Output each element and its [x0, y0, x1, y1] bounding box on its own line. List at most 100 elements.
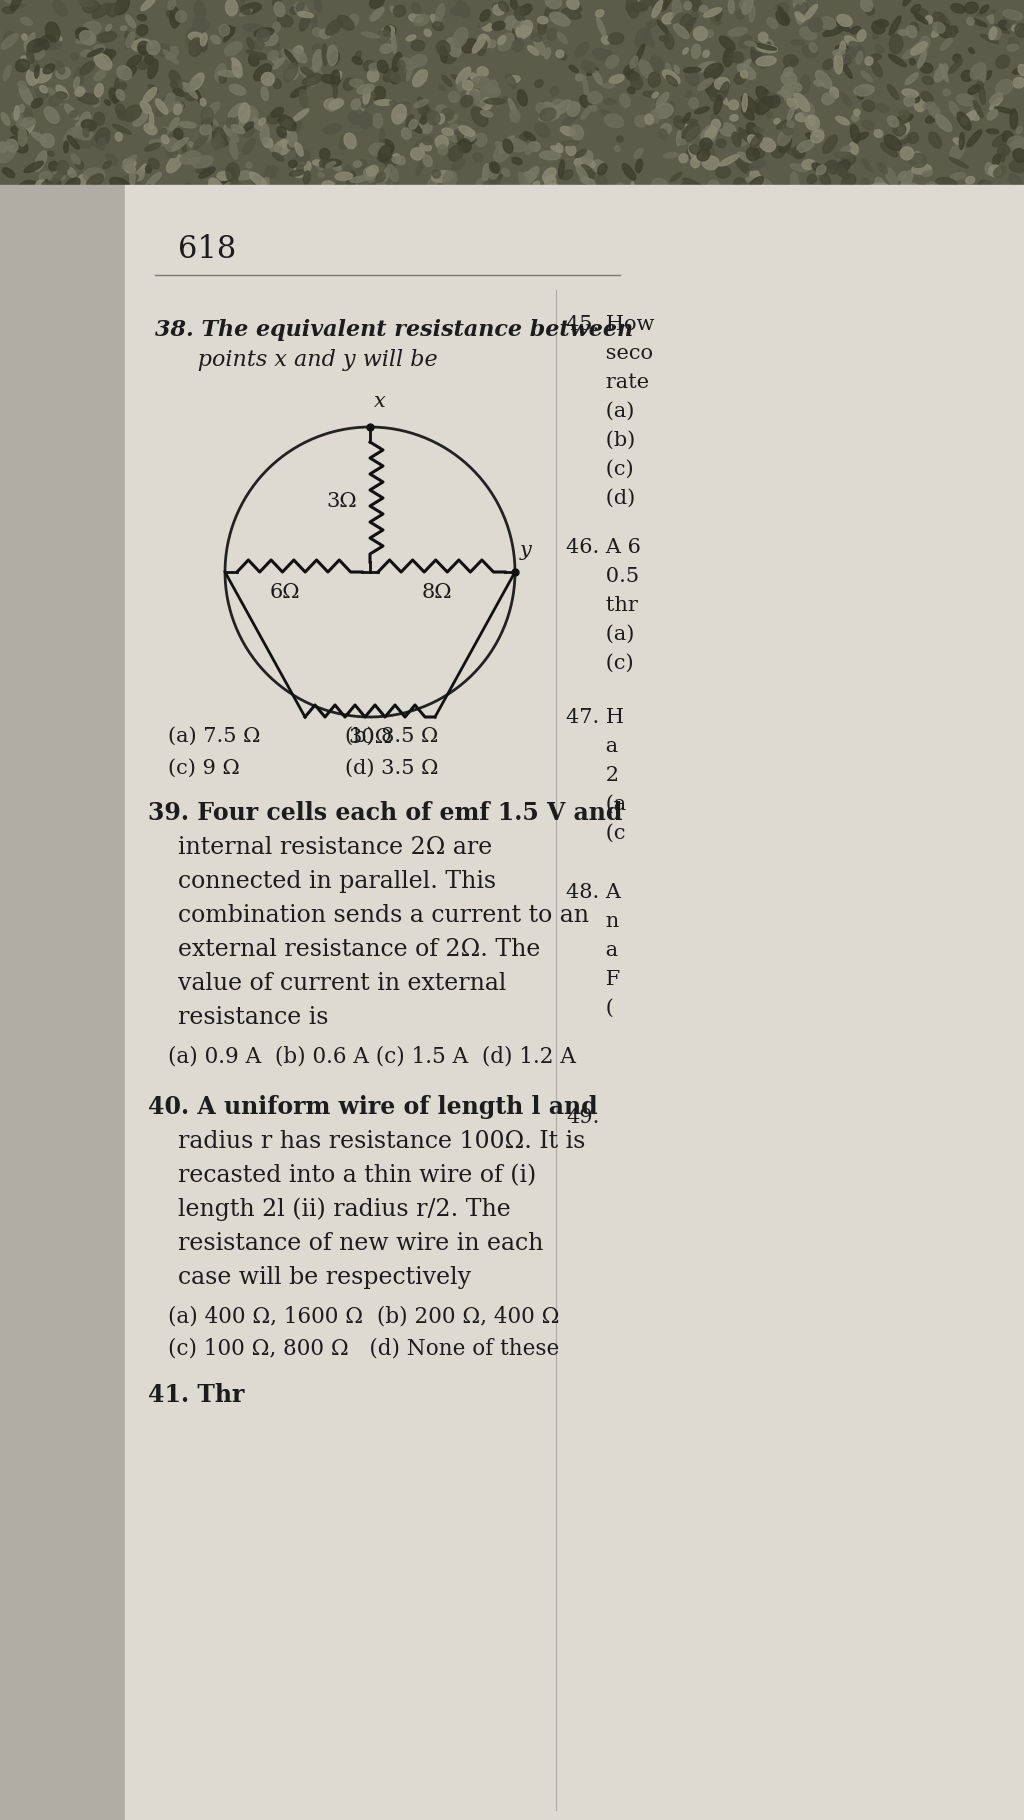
- Ellipse shape: [436, 115, 444, 124]
- Ellipse shape: [116, 133, 122, 142]
- Ellipse shape: [914, 9, 928, 20]
- Ellipse shape: [449, 146, 463, 162]
- Ellipse shape: [323, 44, 328, 66]
- Ellipse shape: [80, 204, 90, 215]
- Ellipse shape: [956, 184, 972, 204]
- Ellipse shape: [1013, 78, 1024, 87]
- Ellipse shape: [188, 142, 195, 147]
- Text: 8Ω: 8Ω: [422, 582, 453, 602]
- Ellipse shape: [441, 109, 454, 120]
- Ellipse shape: [383, 67, 398, 82]
- Ellipse shape: [739, 36, 753, 47]
- Ellipse shape: [686, 149, 693, 158]
- Ellipse shape: [175, 11, 186, 22]
- Ellipse shape: [838, 160, 850, 171]
- Ellipse shape: [432, 169, 440, 178]
- Ellipse shape: [219, 75, 226, 84]
- Ellipse shape: [2, 167, 14, 178]
- Ellipse shape: [662, 13, 676, 24]
- Ellipse shape: [788, 189, 801, 209]
- Ellipse shape: [839, 146, 850, 157]
- Ellipse shape: [813, 191, 825, 202]
- Ellipse shape: [113, 93, 120, 104]
- Ellipse shape: [714, 95, 722, 115]
- Ellipse shape: [49, 93, 63, 106]
- Ellipse shape: [823, 60, 834, 69]
- Ellipse shape: [273, 58, 285, 69]
- Ellipse shape: [740, 58, 751, 71]
- Ellipse shape: [715, 78, 729, 89]
- Ellipse shape: [893, 115, 912, 124]
- Ellipse shape: [427, 111, 440, 126]
- Ellipse shape: [736, 189, 748, 197]
- Ellipse shape: [36, 87, 48, 98]
- Ellipse shape: [679, 118, 687, 127]
- Ellipse shape: [953, 55, 961, 62]
- Ellipse shape: [524, 167, 539, 184]
- Ellipse shape: [878, 162, 888, 173]
- Ellipse shape: [498, 198, 514, 207]
- Ellipse shape: [848, 187, 863, 204]
- Ellipse shape: [123, 106, 141, 122]
- Ellipse shape: [173, 87, 185, 96]
- Ellipse shape: [414, 15, 429, 25]
- Ellipse shape: [644, 31, 654, 47]
- Ellipse shape: [518, 173, 528, 189]
- Ellipse shape: [728, 27, 748, 36]
- Ellipse shape: [94, 71, 105, 80]
- Ellipse shape: [626, 71, 640, 82]
- Ellipse shape: [347, 200, 358, 213]
- Ellipse shape: [127, 55, 141, 67]
- Ellipse shape: [966, 177, 975, 184]
- Ellipse shape: [800, 189, 811, 200]
- Ellipse shape: [182, 187, 198, 200]
- Ellipse shape: [81, 49, 92, 56]
- Ellipse shape: [266, 202, 271, 209]
- Ellipse shape: [132, 38, 152, 51]
- Ellipse shape: [394, 171, 398, 189]
- Ellipse shape: [691, 44, 700, 58]
- Ellipse shape: [455, 129, 464, 136]
- Ellipse shape: [232, 60, 243, 78]
- Ellipse shape: [635, 44, 645, 64]
- Ellipse shape: [742, 0, 753, 15]
- Ellipse shape: [837, 169, 846, 177]
- Ellipse shape: [989, 96, 1002, 109]
- Text: (a): (a): [566, 624, 635, 644]
- Text: points x and y will be: points x and y will be: [155, 349, 437, 371]
- Ellipse shape: [646, 198, 663, 215]
- Ellipse shape: [444, 53, 457, 64]
- Ellipse shape: [616, 182, 625, 193]
- Ellipse shape: [759, 55, 769, 62]
- Ellipse shape: [795, 2, 808, 15]
- Ellipse shape: [779, 135, 792, 153]
- Ellipse shape: [465, 129, 476, 142]
- Ellipse shape: [303, 73, 322, 86]
- Ellipse shape: [500, 40, 507, 51]
- Ellipse shape: [766, 42, 771, 51]
- Ellipse shape: [705, 64, 723, 78]
- Ellipse shape: [415, 140, 424, 151]
- Ellipse shape: [172, 138, 188, 151]
- Ellipse shape: [401, 100, 411, 109]
- Ellipse shape: [451, 5, 468, 15]
- Ellipse shape: [323, 124, 341, 135]
- Ellipse shape: [48, 151, 54, 157]
- Ellipse shape: [450, 124, 459, 131]
- Ellipse shape: [361, 33, 380, 38]
- Ellipse shape: [929, 106, 938, 118]
- Ellipse shape: [588, 91, 602, 104]
- Ellipse shape: [40, 86, 47, 93]
- Ellipse shape: [461, 95, 473, 107]
- Text: x: x: [374, 391, 386, 411]
- Ellipse shape: [121, 197, 129, 209]
- Ellipse shape: [26, 33, 35, 53]
- Ellipse shape: [471, 89, 480, 100]
- Text: y: y: [520, 541, 531, 561]
- Ellipse shape: [764, 40, 773, 49]
- Ellipse shape: [303, 171, 310, 184]
- Ellipse shape: [542, 184, 558, 198]
- Ellipse shape: [498, 33, 514, 51]
- Ellipse shape: [805, 4, 817, 20]
- Ellipse shape: [329, 98, 343, 109]
